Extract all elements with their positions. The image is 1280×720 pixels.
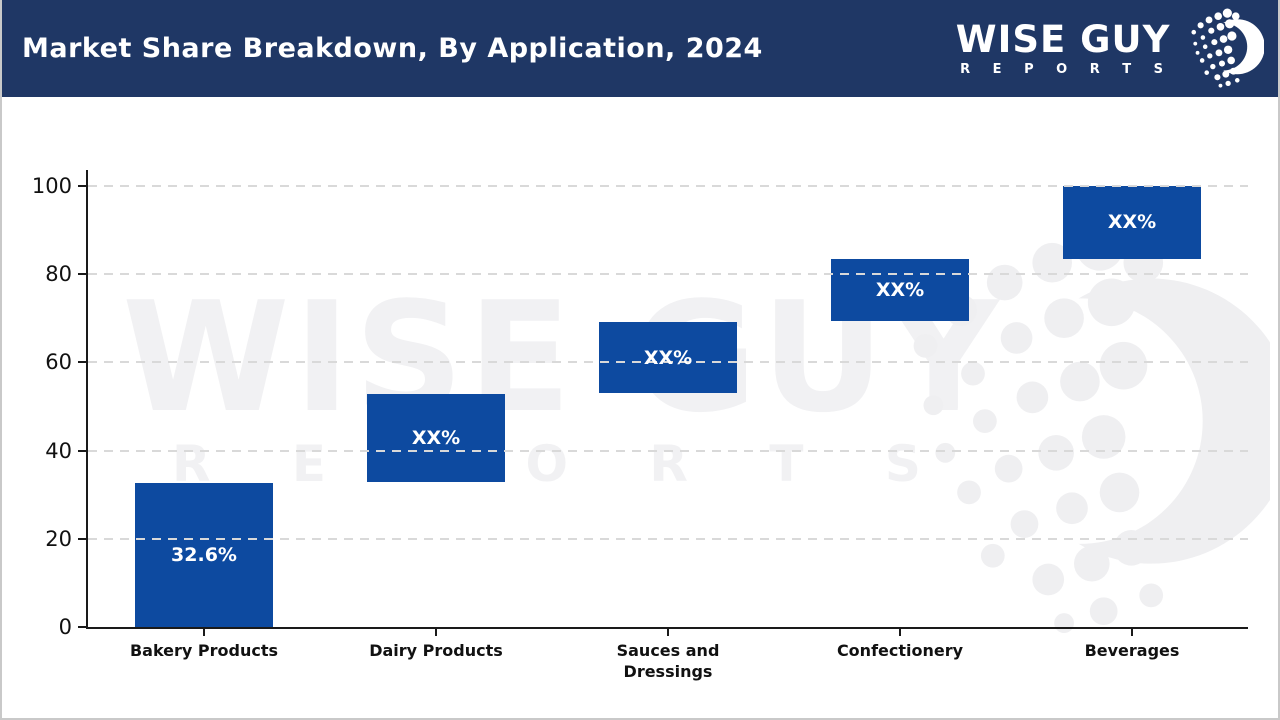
logo-subtitle: R E P O R T S [960, 61, 1172, 77]
axes-layer: 0 20 40 60 80 100 Bakery Products Dairy Product… [32, 170, 1248, 681]
x-axis-tick-dairy-products [435, 627, 437, 636]
wise-guy-reports-logo: WISE GUY R E P O R T S [954, 7, 1278, 91]
bar-value-label-beverages: XX% [1107, 211, 1157, 234]
gridline-100 [88, 185, 1248, 187]
x-axis-tick-bakery-products [203, 627, 205, 636]
y-axis-tick-label-40: 40 [45, 438, 72, 463]
y-axis-tick-20 [78, 537, 86, 540]
y-axis-tick-0 [78, 626, 86, 628]
y-axis-tick-label-100: 100 [31, 174, 72, 198]
y-axis-tick-80 [78, 273, 86, 276]
x-axis-label-beverages: Beverages [1084, 641, 1180, 660]
x-axis-label-bakery-products: Bakery Products [129, 641, 279, 660]
bars-layer [88, 170, 1248, 627]
grid-layer [88, 170, 1248, 627]
y-axis-tick-100 [78, 185, 86, 187]
bar-labels-layer: 32.6% XX% XX% XX% XX% [88, 170, 1248, 627]
y-axis-tick-60 [78, 361, 86, 364]
bar-value-label-bakery-products: 32.6% [171, 544, 237, 567]
bar-value-label-confectionery: XX% [875, 279, 925, 302]
logo-text: WISE GUY R E P O R T S [954, 21, 1172, 77]
bar-confectionery [831, 259, 969, 322]
x-axis-tick-sauces-and-dressings [667, 627, 669, 636]
bar-beverages [1063, 186, 1201, 259]
y-axis-tick-label-80: 80 [45, 262, 72, 287]
page-title: Market Share Breakdown, By Application, … [22, 33, 763, 64]
bar-dairy-products [367, 394, 505, 483]
gridline-40 [88, 449, 1248, 452]
x-axis-label-confectionery: Confectionery [836, 641, 964, 660]
x-axis-tick-beverages [1131, 627, 1133, 636]
gridline-80 [88, 273, 1248, 276]
logo-face-icon [1191, 8, 1264, 88]
plot-area: 32.6% XX% XX% XX% XX% 0 20 40 60 80 100 Bakery Pro… [32, 170, 1248, 681]
bar-value-label-sauces-and-dressings: XX% [643, 346, 693, 369]
bar-bakery-products [135, 483, 273, 627]
logo-wordmark: WISE GUY [955, 17, 1171, 61]
gridline-20 [88, 537, 1248, 540]
y-axis-tick-label-60: 60 [45, 350, 72, 375]
y-axis-tick-40 [78, 449, 86, 452]
bar-sauces-and-dressings [599, 321, 737, 394]
x-axis-label-sauces-and-dressings: Sauces and Dressings [616, 641, 720, 681]
gridline-60 [88, 361, 1248, 364]
y-axis-tick-label-20: 20 [45, 526, 72, 551]
watermark-text-reports: R E P O R T S [172, 435, 953, 493]
header-bar: Market Share Breakdown, By Application, … [2, 0, 1278, 97]
bar-value-label-dairy-products: XX% [411, 427, 461, 450]
y-axis-tick-label-0: 0 [58, 615, 72, 639]
x-axis-tick-confectionery [899, 627, 901, 636]
x-axis-label-dairy-products: Dairy Products [369, 641, 503, 660]
chart-canvas: WISE GUY R E P O R T S 32.6% XX% XX% XX% XX%… [2, 97, 1278, 718]
